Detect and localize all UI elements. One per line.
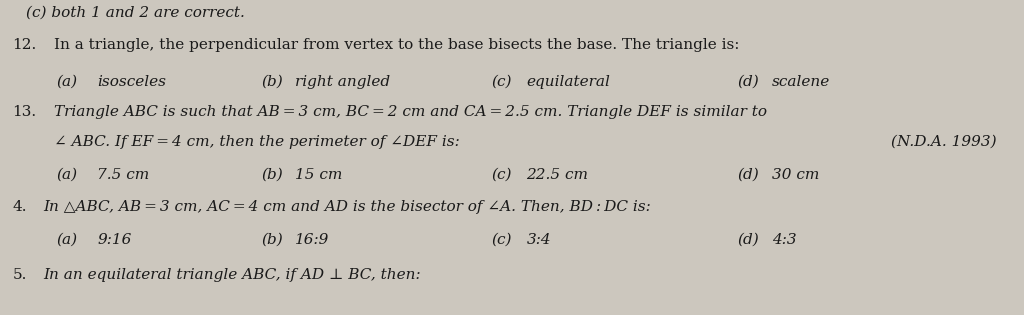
Text: (a): (a)	[56, 233, 78, 247]
Text: 4:3: 4:3	[772, 233, 797, 247]
Text: equilateral: equilateral	[526, 75, 610, 89]
Text: (d): (d)	[737, 75, 759, 89]
Text: 12.: 12.	[12, 38, 37, 52]
Text: 3:4: 3:4	[526, 233, 551, 247]
Text: ∠ ABC. If EF = 4 cm, then the perimeter of ∠DEF is:: ∠ ABC. If EF = 4 cm, then the perimeter …	[54, 135, 460, 149]
Text: (c): (c)	[492, 233, 512, 247]
Text: Triangle ABC is such that AB = 3 cm, BC = 2 cm and CA = 2.5 cm. Triangle DEF is : Triangle ABC is such that AB = 3 cm, BC …	[54, 105, 767, 119]
Text: In a triangle, the perpendicular from vertex to the base bisects the base. The t: In a triangle, the perpendicular from ve…	[54, 38, 739, 52]
Text: (b): (b)	[261, 233, 283, 247]
Text: (a): (a)	[56, 168, 78, 182]
Text: 5.: 5.	[12, 268, 27, 282]
Text: (c): (c)	[492, 168, 512, 182]
Text: 22.5 cm: 22.5 cm	[526, 168, 589, 182]
Text: (d): (d)	[737, 168, 759, 182]
Text: (b): (b)	[261, 75, 283, 89]
Text: (c): (c)	[492, 75, 512, 89]
Text: scalene: scalene	[772, 75, 830, 89]
Text: (c) both 1 and 2 are correct.: (c) both 1 and 2 are correct.	[26, 6, 245, 20]
Text: right angled: right angled	[295, 75, 390, 89]
Text: 13.: 13.	[12, 105, 37, 119]
Text: isosceles: isosceles	[97, 75, 166, 89]
Text: (b): (b)	[261, 168, 283, 182]
Text: 7.5 cm: 7.5 cm	[97, 168, 150, 182]
Text: 9:16: 9:16	[97, 233, 132, 247]
Text: In △ABC, AB = 3 cm, AC = 4 cm and AD is the bisector of ∠A. Then, BD : DC is:: In △ABC, AB = 3 cm, AC = 4 cm and AD is …	[43, 200, 651, 214]
Text: (a): (a)	[56, 75, 78, 89]
Text: (d): (d)	[737, 233, 759, 247]
Text: 4.: 4.	[12, 200, 27, 214]
Text: In an equilateral triangle ABC, if AD ⊥ BC, then:: In an equilateral triangle ABC, if AD ⊥ …	[43, 268, 421, 282]
Text: 15 cm: 15 cm	[295, 168, 342, 182]
Text: 30 cm: 30 cm	[772, 168, 819, 182]
Text: 16:9: 16:9	[295, 233, 330, 247]
Text: (N.D.A. 1993): (N.D.A. 1993)	[891, 135, 996, 149]
